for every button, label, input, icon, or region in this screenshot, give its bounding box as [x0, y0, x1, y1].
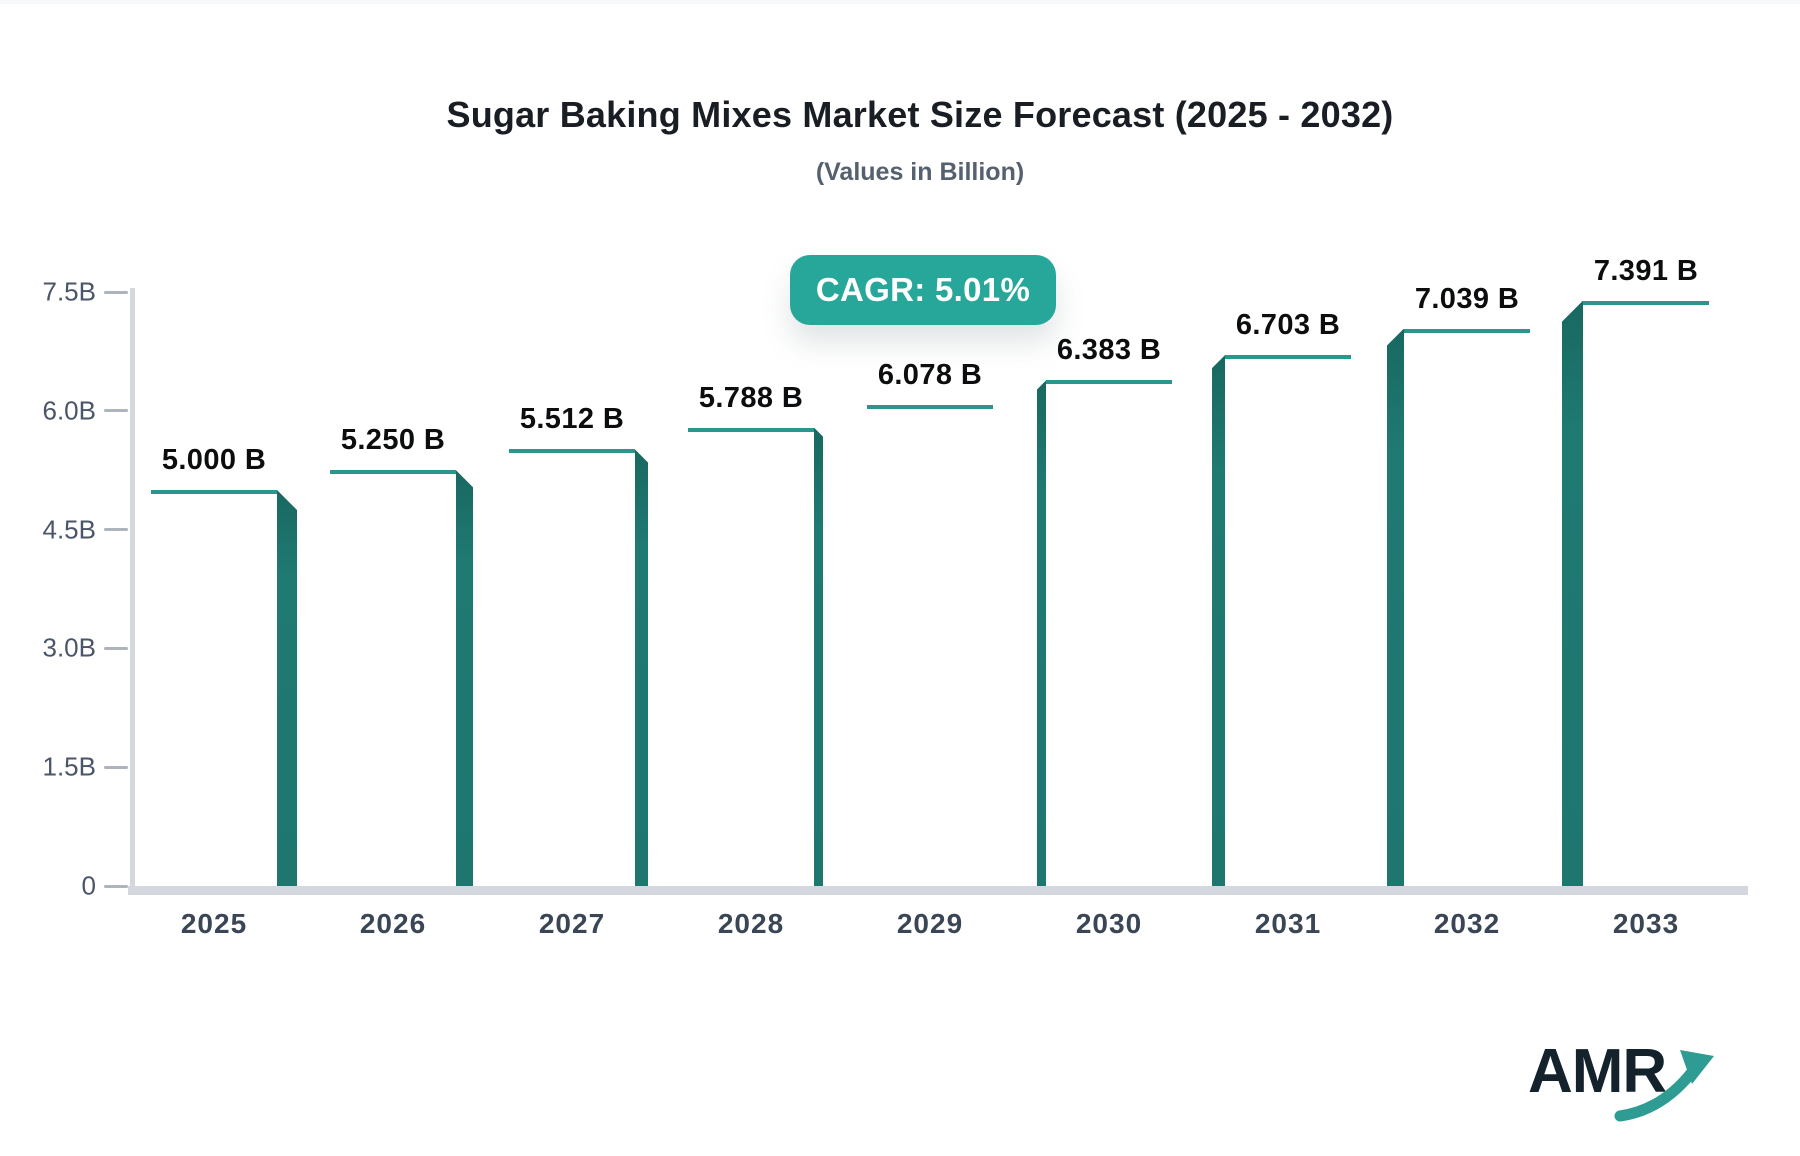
bar-side-face [456, 470, 473, 886]
bar-front-face [509, 449, 635, 886]
x-tick-label: 2027 [538, 908, 606, 939]
x-axis-baseline [128, 886, 1748, 895]
cagr-badge: CAGR: 5.01% [790, 255, 1056, 325]
y-tick-label: 0 [81, 870, 96, 901]
bar-value-label: 7.039 B [1414, 282, 1520, 315]
bar-value-label: 6.078 B [877, 358, 983, 391]
brand-logo: AMR [1528, 1036, 1728, 1126]
y-tick-label: 6.0B [42, 395, 97, 426]
bar [1212, 355, 1351, 886]
bar-front-face [688, 427, 814, 886]
bar-side-face [1387, 328, 1404, 886]
x-tick-label: 2029 [896, 908, 964, 939]
x-tick-label: 2025 [180, 908, 248, 939]
cagr-badge-label: CAGR: 5.01% [815, 271, 1031, 308]
bar-front-face [151, 490, 277, 886]
growth-arrow-icon [1614, 1050, 1714, 1122]
page-title: Sugar Baking Mixes Market Size Forecast … [446, 94, 1394, 135]
y-tick-mark [104, 528, 128, 532]
y-tick-label: 4.5B [42, 514, 97, 545]
bar-value-label: 6.383 B [1056, 334, 1162, 367]
page-subtitle: (Values in Billion) [815, 158, 1025, 186]
bar [688, 427, 823, 886]
y-tick-mark [104, 290, 128, 294]
bar [330, 470, 473, 886]
bar-front-face [1583, 300, 1709, 886]
y-tick-label: 7.5B [42, 276, 97, 307]
brand-logo-text: AMR [1528, 1037, 1667, 1106]
bar-front-face [330, 470, 456, 886]
bar [509, 449, 648, 886]
top-edge-divider [0, 0, 1800, 4]
y-tick-label: 1.5B [42, 751, 97, 782]
bar-front-face [1404, 328, 1530, 886]
bar [867, 404, 993, 886]
x-tick-label: 2030 [1075, 908, 1143, 939]
bar-value-label: 7.391 B [1593, 254, 1699, 287]
bar [151, 490, 297, 886]
bar [1562, 300, 1709, 886]
bar-front-face [1225, 355, 1351, 886]
bar-side-face [277, 490, 297, 886]
bar-side-face [1037, 380, 1046, 886]
y-tick-label: 3.0B [42, 632, 97, 663]
x-tick-label: 2032 [1433, 908, 1501, 939]
bar-value-label: 5.788 B [698, 381, 804, 414]
y-tick-mark [104, 409, 128, 413]
y-axis-line [130, 288, 135, 888]
bar-value-label: 5.250 B [340, 424, 446, 457]
bar-front-face [867, 404, 993, 886]
y-tick-mark [104, 884, 128, 888]
bar-front-face [1046, 380, 1172, 886]
y-tick-mark [104, 765, 128, 769]
x-tick-label: 2031 [1254, 908, 1322, 939]
bar-side-face [635, 449, 648, 886]
bar-value-label: 6.703 B [1235, 309, 1341, 342]
y-tick-mark [104, 646, 128, 650]
bar-value-label: 5.512 B [519, 403, 625, 436]
bar [1387, 328, 1530, 886]
bar-value-label: 5.000 B [161, 444, 267, 476]
bar-side-face [1562, 300, 1583, 886]
x-tick-label: 2033 [1612, 908, 1680, 939]
bar [1037, 380, 1172, 886]
bar-side-face [1212, 355, 1225, 886]
x-tick-label: 2026 [359, 908, 427, 939]
bar-side-face [814, 427, 823, 886]
x-tick-label: 2028 [717, 908, 785, 939]
